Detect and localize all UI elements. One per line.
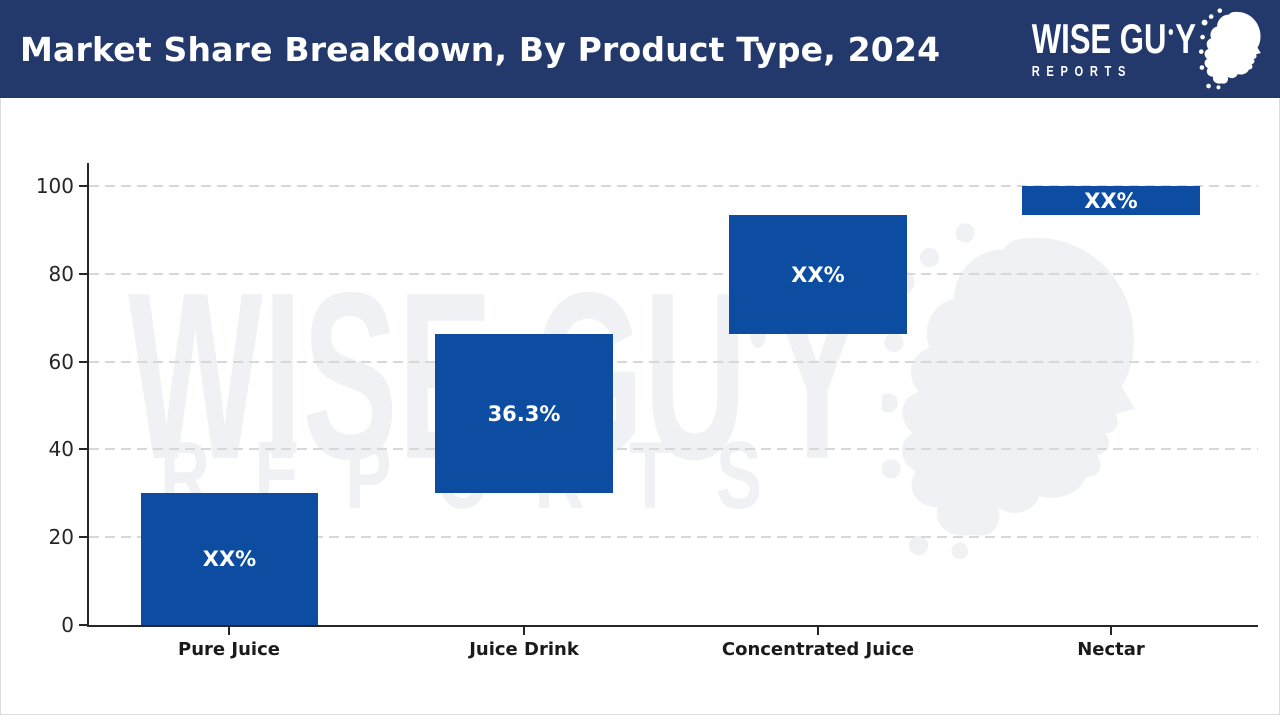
y-tick-label: 40 bbox=[48, 437, 74, 461]
header-bar: Market Share Breakdown, By Product Type,… bbox=[0, 0, 1280, 98]
y-tick-label: 0 bbox=[61, 613, 74, 637]
y-tick-60 bbox=[79, 361, 87, 363]
brand-head-icon bbox=[1198, 8, 1261, 90]
brand-name: WISE GU Y bbox=[1031, 15, 1196, 62]
y-tick-label: 80 bbox=[48, 262, 74, 286]
x-tick-pure-juice bbox=[228, 627, 230, 635]
x-tick-juice-drink bbox=[523, 627, 525, 635]
bar-value-label: 36.3% bbox=[487, 401, 561, 426]
gridline-60 bbox=[89, 361, 1258, 363]
y-tick-20 bbox=[79, 536, 87, 538]
x-category-label: Pure Juice bbox=[178, 639, 280, 660]
y-tick-0 bbox=[79, 624, 87, 626]
x-tick-nectar bbox=[1110, 627, 1112, 635]
x-category-label: Concentrated Juice bbox=[721, 639, 915, 660]
y-tick-label: 100 bbox=[35, 174, 74, 198]
brand-logo: WISE GU Y REPORTS bbox=[974, 6, 1268, 92]
y-tick-label: 20 bbox=[48, 525, 74, 549]
x-category-label: Nectar bbox=[1077, 639, 1145, 660]
bar-concentrated-juice: XX% bbox=[729, 215, 907, 334]
bar-value-label: XX% bbox=[1084, 188, 1138, 213]
y-tick-80 bbox=[79, 273, 87, 275]
y-tick-100 bbox=[79, 185, 87, 187]
gridline-20 bbox=[89, 536, 1258, 538]
gridline-80 bbox=[89, 273, 1258, 275]
x-axis-spine bbox=[87, 625, 1258, 627]
gridline-100 bbox=[89, 185, 1258, 187]
bar-juice-drink: 36.3% bbox=[435, 334, 613, 493]
page-title: Market Share Breakdown, By Product Type,… bbox=[20, 29, 941, 69]
y-tick-label: 60 bbox=[48, 350, 74, 374]
bar-nectar: XX% bbox=[1022, 186, 1200, 215]
gridline-40 bbox=[89, 448, 1258, 450]
x-tick-concentrated-juice bbox=[817, 627, 819, 635]
brand-dot-icon bbox=[1168, 29, 1174, 35]
bar-value-label: XX% bbox=[791, 262, 845, 287]
bar-value-label: XX% bbox=[202, 547, 257, 571]
brand-subtitle: REPORTS bbox=[1031, 63, 1132, 80]
y-axis-spine bbox=[87, 163, 89, 627]
x-category-label: Juice Drink bbox=[469, 639, 579, 660]
y-tick-40 bbox=[79, 448, 87, 450]
bar-pure-juice: XX% bbox=[141, 493, 318, 625]
brand-logo-text: WISE GU Y REPORTS bbox=[1031, 15, 1196, 81]
